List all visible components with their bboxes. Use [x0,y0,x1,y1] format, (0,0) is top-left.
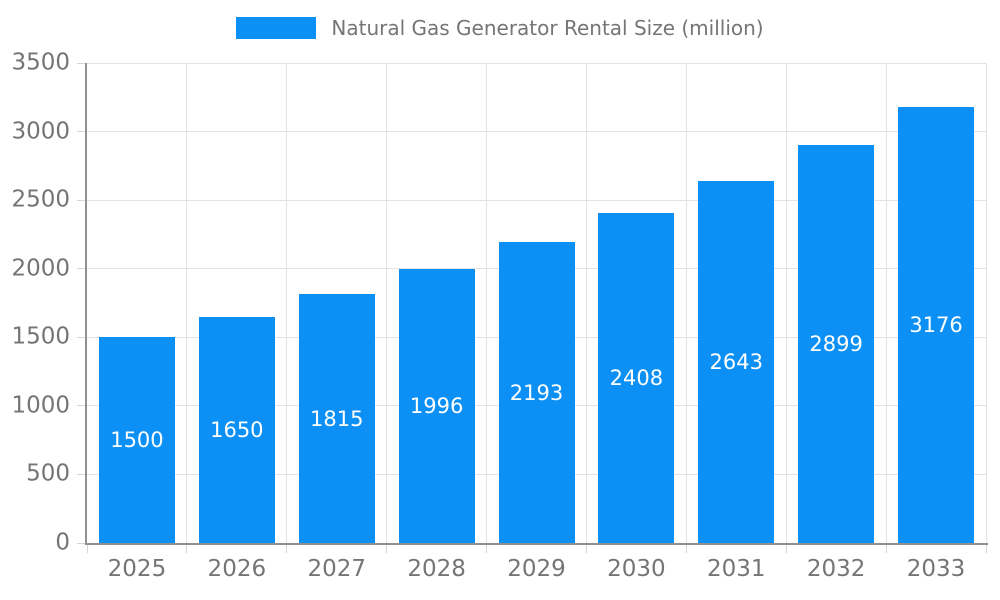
y-axis-tick [77,405,85,407]
x-tick-label: 2028 [407,556,466,582]
legend-label: Natural Gas Generator Rental Size (milli… [331,16,764,40]
gridline-vertical [685,63,687,543]
x-tick-label: 2032 [806,556,866,582]
x-axis-tick [286,545,288,553]
bar-value-label: 1996 [409,394,464,419]
bar: 1650 [198,316,275,543]
y-axis-tick [77,268,85,270]
y-tick-label: 3000 [11,118,70,145]
y-tick-label: 500 [26,460,70,487]
gridline-horizontal [87,199,986,201]
x-tick-label: 2030 [607,556,666,582]
x-tick-label: 2025 [107,556,167,582]
x-axis-line [85,543,988,545]
gridline-vertical [286,63,288,543]
bar: 2193 [498,242,575,543]
x-tick-label: 2031 [706,556,766,582]
y-tick-label: 1000 [11,392,70,419]
x-axis-tick [386,545,388,553]
y-axis-line [85,63,87,545]
y-tick-label: 1500 [11,323,70,350]
gridline-vertical [585,63,587,543]
x-tick-label: 2027 [307,556,366,582]
y-axis-tick [77,542,85,544]
x-axis-tick [585,545,587,553]
gridline-vertical [486,63,488,543]
bar: 1815 [298,294,375,543]
bar-value-label: 2899 [809,332,863,357]
legend-item[interactable]: Natural Gas Generator Rental Size (milli… [236,16,764,40]
x-axis-tick [785,545,787,553]
y-tick-label: 3500 [11,49,70,76]
x-axis-tick [486,545,488,553]
bar-value-label: 1500 [110,428,164,453]
bar-value-label: 2193 [509,380,564,405]
bar-value-label: 3176 [909,313,963,338]
y-tick-label: 2500 [11,186,70,213]
bar: 1500 [98,337,175,543]
bar: 1996 [398,269,475,543]
bar-value-label: 2643 [709,349,763,374]
bar: 2643 [698,180,775,543]
y-tick-label: 2000 [11,255,70,282]
gridline-vertical [186,63,188,543]
y-axis-tick [77,336,85,338]
bar-value-label: 1650 [210,417,264,442]
y-axis-tick [77,62,85,64]
legend: Natural Gas Generator Rental Size (milli… [0,16,1000,40]
gridline-vertical [985,63,987,543]
y-tick-label: 0 [55,529,70,556]
gridline-vertical [885,63,887,543]
plot-area: 1500 1650 1815 1996 2193 2408 2643 2899 3176 [77,62,988,553]
bar: 3176 [898,107,975,543]
y-axis-tick [77,473,85,475]
x-axis-tick [186,545,188,553]
y-axis-labels: 0 500 1000 1500 2000 2500 3000 3500 [0,51,70,554]
x-axis-labels: 2025 2026 2027 2028 2029 2030 2031 2032 2033 [87,556,986,587]
x-axis-tick [985,545,987,553]
bar-value-label: 1815 [309,406,364,431]
legend-swatch-icon [236,17,317,39]
x-axis-tick [885,545,887,553]
x-tick-label: 2026 [207,556,267,582]
bar: 2899 [798,145,875,543]
x-axis-tick [685,545,687,553]
gridline-vertical [386,63,388,543]
x-tick-label: 2033 [906,556,966,582]
bar-value-label: 2408 [609,365,664,390]
y-axis-tick [77,131,85,133]
gridline-horizontal [87,62,986,64]
y-axis-tick [77,199,85,201]
gridline-vertical [785,63,787,543]
x-tick-label: 2029 [507,556,566,582]
gridline-horizontal [87,131,986,133]
bar: 2408 [598,212,675,543]
x-axis-tick [86,545,88,553]
